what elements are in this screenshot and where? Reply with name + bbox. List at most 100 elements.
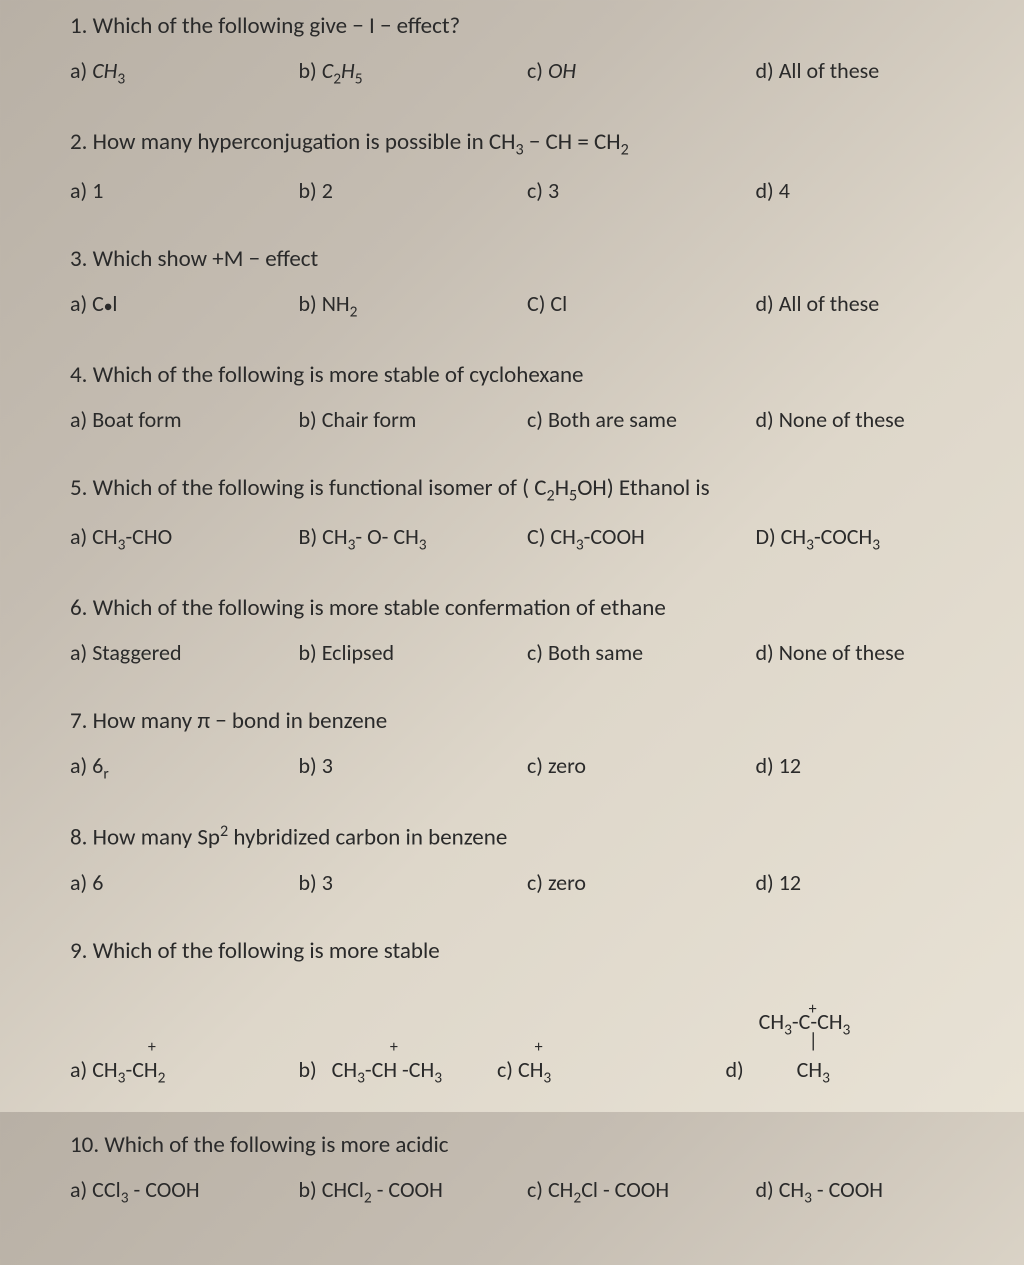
worksheet-page: 1. Which of the following give − I − eff… [0, 0, 1024, 1265]
q7-option-b: b) 3 [299, 751, 528, 785]
question-10-text: 10. Which of the following is more acidi… [70, 1129, 984, 1161]
q7-options: a) 6r b) 3 c) zero d) 12 [70, 751, 984, 793]
q8-option-b: b) 3 [299, 868, 528, 899]
question-8-text: 8. How many Sp2 hybridized carbon in ben… [70, 821, 984, 854]
question-2: 2. How many hyperconjugation is possible… [70, 126, 984, 215]
q8b: 3 [322, 869, 333, 896]
q5-option-b: B) CH3- O- CH3 [299, 522, 528, 556]
q8-option-c: c) zero [527, 868, 756, 899]
question-1-text: 1. Which of the following give − I − eff… [70, 10, 984, 42]
q2-num: 2 [70, 128, 82, 156]
q2b: 2 [322, 177, 333, 204]
q6a: Staggered [92, 639, 181, 666]
question-6-text: 6. Which of the following is more stable… [70, 592, 984, 624]
question-5: 5. Which of the following is functional … [70, 472, 984, 564]
q2c: 3 [548, 177, 559, 204]
q9a-label: a) [70, 1056, 87, 1083]
q1-option-a: a) CH3 [70, 56, 299, 90]
q2-options: a) 1 b) 2 c) 3 d) 4 [70, 176, 984, 215]
q6d: None of these [779, 639, 905, 666]
q9a-plus: + [138, 1042, 165, 1055]
q9d-bond-icon: | [809, 1027, 818, 1055]
question-7-text: 7. How many π − bond in benzene [70, 705, 984, 737]
q6c: Both same [548, 639, 643, 666]
q3d: All of these [779, 290, 880, 317]
q7d: 12 [779, 752, 801, 779]
q1-option-b: b) C2H5 [299, 56, 528, 90]
q1-num: 1 [70, 12, 82, 40]
q4c: Both are same [548, 406, 677, 433]
q9-option-c: c) + CH3 [497, 1042, 726, 1089]
q10-options: a) CCl3 - COOH b) CHCl2 - COOH c) CH2Cl … [70, 1175, 984, 1217]
q9-text: Which of the following is more stable [93, 937, 440, 965]
question-8: 8. How many Sp2 hybridized carbon in ben… [70, 821, 984, 907]
q5-option-d: D) CH3-COCH3 [756, 522, 985, 556]
q1-opt-d-text: All of these [779, 57, 880, 84]
q1-options: a) CH3 b) C2H5 c) OH d) All of these [70, 56, 984, 98]
q7-option-d: d) 12 [756, 751, 985, 785]
q10-num: 10 [70, 1131, 93, 1159]
q3-option-a: a) C●l [70, 289, 299, 323]
q8-option-d: d) 12 [756, 868, 985, 899]
q4-options: a) Boat form b) Chair form c) Both are s… [70, 405, 984, 444]
question-10: 10. Which of the following is more acidi… [70, 1129, 984, 1217]
q3-option-b: b) NH2 [299, 289, 528, 323]
question-7: 7. How many π − bond in benzene a) 6r b)… [70, 705, 984, 793]
q6-text: Which of the following is more stable co… [93, 594, 666, 622]
q2-option-b: b) 2 [299, 176, 528, 207]
q1-option-c: c) OH [527, 56, 756, 90]
q3-num: 3 [70, 245, 82, 273]
q9b-label: b) [299, 1056, 317, 1083]
q5-options: a) CH3-CHO B) CH3- O- CH3 C) CH3-COOH D)… [70, 522, 984, 564]
question-5-text: 5. Which of the following is functional … [70, 472, 984, 508]
q4b: Chair form [322, 406, 417, 433]
q3-option-c: C) Cl [527, 289, 756, 323]
q2d: 4 [779, 177, 790, 204]
q8-option-a: a) 6 [70, 868, 299, 899]
q2-option-a: a) 1 [70, 176, 299, 207]
question-9: 9. Which of the following is more stable… [70, 935, 984, 1089]
question-4: 4. Which of the following is more stable… [70, 359, 984, 444]
q4-option-a: a) Boat form [70, 405, 299, 436]
question-2-text: 2. How many hyperconjugation is possible… [70, 126, 984, 162]
q10-option-c: c) CH2Cl - COOH [527, 1175, 756, 1209]
q3-option-d: d) All of these [756, 289, 985, 323]
question-4-text: 4. Which of the following is more stable… [70, 359, 984, 391]
q3-options: a) C●l b) NH2 C) Cl d) All of these [70, 289, 984, 331]
q6b: Eclipsed [322, 639, 394, 666]
q9d-plus: + [809, 999, 817, 1021]
q2a: 1 [92, 177, 103, 204]
q8a: 6 [92, 869, 103, 896]
q4-num: 4 [70, 361, 82, 389]
q4d: None of these [779, 406, 905, 433]
q4-option-b: b) Chair form [299, 405, 528, 436]
q3c: Cl [550, 290, 567, 317]
q6-option-a: a) Staggered [70, 638, 299, 669]
q7-option-c: c) zero [527, 751, 756, 785]
q6-options: a) Staggered b) Eclipsed c) Both same d)… [70, 638, 984, 677]
q8-num: 8 [70, 824, 82, 852]
question-6: 6. Which of the following is more stable… [70, 592, 984, 677]
q10-text: Which of the following is more acidic [104, 1131, 448, 1159]
q9b-plus: + [346, 1042, 442, 1055]
q2-option-c: c) 3 [527, 176, 756, 207]
q10-option-d: d) CH3 - COOH [756, 1175, 985, 1209]
q10-option-a: a) CCl3 - COOH [70, 1175, 299, 1209]
q4a: Boat form [92, 406, 181, 433]
question-3: 3. Which show +M − effect a) C●l b) NH2 … [70, 243, 984, 331]
q6-option-d: d) None of these [756, 638, 985, 669]
q4-text: Which of the following is more stable of… [93, 361, 584, 389]
q6-num: 6 [70, 594, 82, 622]
q6-option-c: c) Both same [527, 638, 756, 669]
q5-option-a: a) CH3-CHO [70, 522, 299, 556]
q10-option-b: b) CHCl2 - COOH [299, 1175, 528, 1209]
q7c: zero [548, 752, 586, 779]
q2-option-d: d) 4 [756, 176, 985, 207]
q9-num: 9 [70, 937, 82, 965]
q9-options: a) + CH3-CH2 b) + CH3-CH -CH3 c) + CH3 [70, 1007, 984, 1089]
q4-option-d: d) None of these [756, 405, 985, 436]
q8c: zero [548, 869, 586, 896]
q4-option-c: c) Both are same [527, 405, 756, 436]
q7b: 3 [322, 752, 333, 779]
question-9-text: 9. Which of the following is more stable [70, 935, 984, 967]
